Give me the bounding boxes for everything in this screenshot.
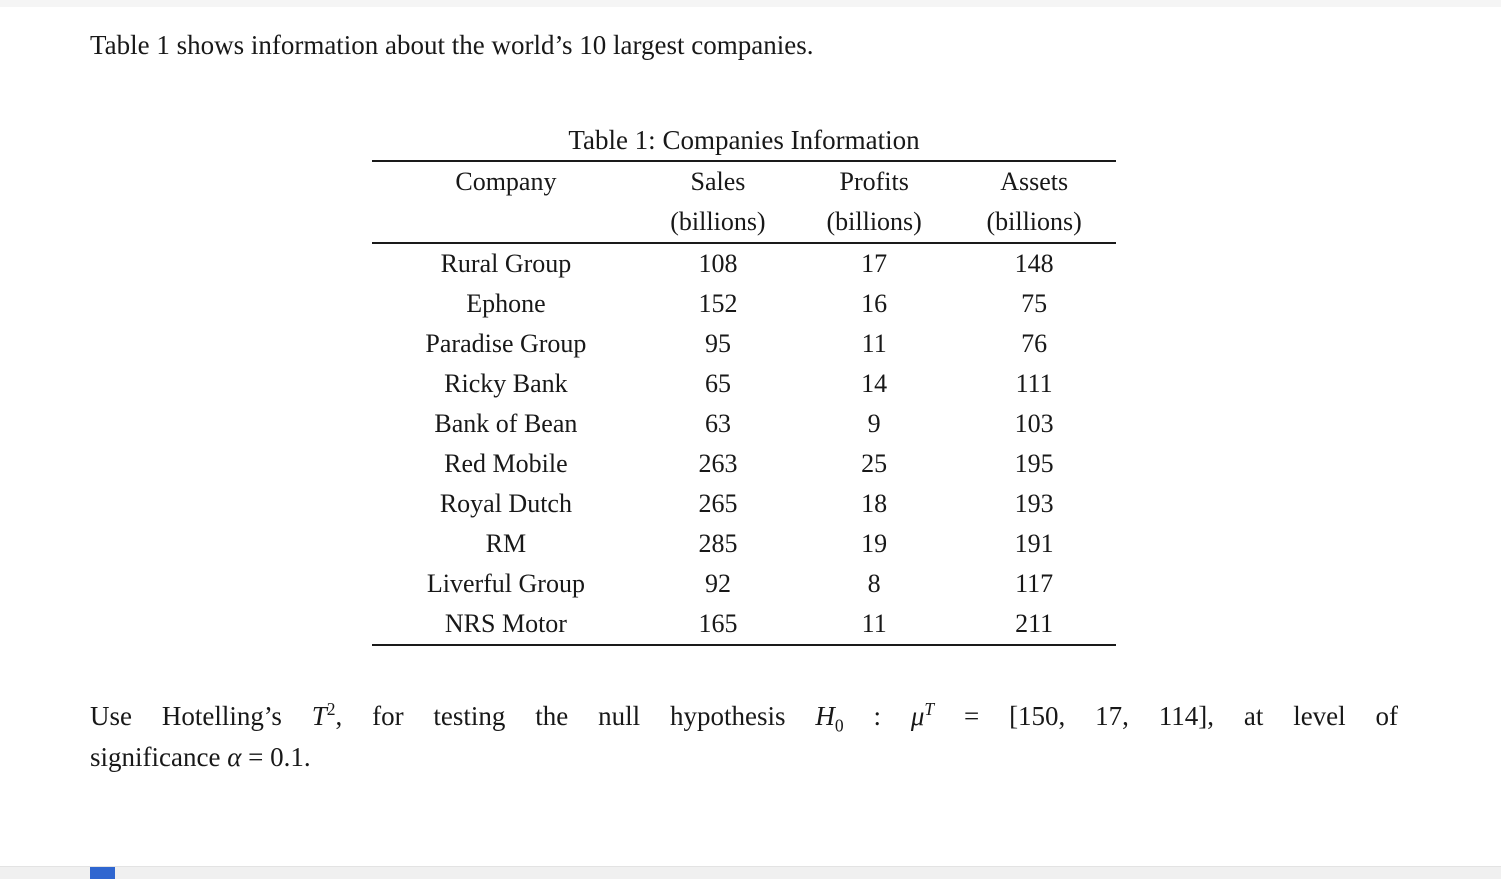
question-line-2: significance α = 0.1. (90, 737, 1398, 778)
cell-company: NRS Motor (444, 609, 567, 638)
cell-company: Royal Dutch (439, 489, 572, 518)
cell-sales: 92 (704, 569, 731, 598)
table-row: Royal Dutch 265 18 193 (372, 484, 1116, 524)
cell-sales: 165 (698, 609, 738, 638)
top-edge (0, 0, 1501, 7)
table-row: Ephone 152 16 75 (372, 284, 1116, 324)
companies-table: Company Sales Profits Assets (billions) … (372, 160, 1116, 646)
blue-marker (90, 867, 115, 879)
cell-company: Ephone (466, 289, 546, 318)
cell-profits: 8 (867, 569, 881, 598)
cell-profits: 11 (861, 609, 887, 638)
table-row: NRS Motor 165 11 211 (372, 604, 1116, 645)
column-header-company: Company (455, 167, 557, 196)
cell-sales: 263 (698, 449, 738, 478)
cell-sales: 285 (698, 529, 738, 558)
cell-assets: 195 (1014, 449, 1054, 478)
table-caption: Table 1: Companies Information (568, 125, 920, 155)
table-row: Bank of Bean 63 9 103 (372, 404, 1116, 444)
cell-assets: 193 (1014, 489, 1054, 518)
cell-profits: 11 (861, 329, 887, 358)
question-fragment: = 0.1. (241, 742, 311, 772)
math-H-subscript: 0 (834, 715, 844, 736)
column-unit-profits: (billions) (826, 207, 922, 236)
math-T-exponent: 2 (326, 699, 336, 719)
math-alpha: α (227, 742, 242, 772)
cell-assets: 191 (1014, 529, 1054, 558)
math-H: H (815, 701, 835, 731)
question-fragment: significance (90, 742, 228, 772)
table-row: Rural Group 108 17 148 (372, 243, 1116, 284)
cell-profits: 16 (861, 289, 888, 318)
table-row: Liverful Group 92 8 117 (372, 564, 1116, 604)
table-row: Paradise Group 95 11 76 (372, 324, 1116, 364)
cell-company: Paradise Group (425, 329, 587, 358)
math-mu: μ (910, 701, 925, 731)
companies-table-block: Table 1: Companies Information Company S… (372, 120, 1116, 646)
cell-sales: 265 (698, 489, 738, 518)
cell-assets: 117 (1015, 569, 1054, 598)
cell-company: Red Mobile (444, 449, 568, 478)
table-row: RM 285 19 191 (372, 524, 1116, 564)
cell-profits: 9 (867, 409, 881, 438)
cell-profits: 19 (861, 529, 888, 558)
bottom-edge (0, 866, 1501, 879)
cell-assets: 148 (1014, 249, 1054, 278)
table-body: Rural Group 108 17 148 Ephone 152 16 75 … (372, 243, 1116, 645)
question-line-1: Use Hotelling’s T2, for testing the null… (90, 696, 1398, 737)
table-row: Ricky Bank 65 14 111 (372, 364, 1116, 404)
column-unit-sales: (billions) (670, 207, 766, 236)
column-header-sales: Sales (690, 167, 746, 196)
table-header: Company Sales Profits Assets (billions) … (372, 161, 1116, 243)
cell-profits: 14 (861, 369, 888, 398)
cell-assets: 103 (1014, 409, 1054, 438)
cell-assets: 75 (1021, 289, 1048, 318)
cell-sales: 152 (698, 289, 738, 318)
header-row-labels: Company Sales Profits Assets (372, 161, 1116, 202)
cell-assets: 111 (1015, 369, 1053, 398)
column-unit-assets: (billions) (986, 207, 1082, 236)
cell-sales: 65 (704, 369, 731, 398)
math-T: T (311, 701, 327, 731)
cell-profits: 25 (861, 449, 888, 478)
cell-company: Rural Group (440, 249, 572, 278)
question-fragment: : (843, 701, 911, 731)
cell-company: Liverful Group (426, 569, 585, 598)
column-header-profits: Profits (839, 167, 909, 196)
cell-assets: 211 (1015, 609, 1054, 638)
question-fragment: = [150, 17, 114], at level of (934, 701, 1399, 731)
cell-assets: 76 (1021, 329, 1048, 358)
question-text: Use Hotelling’s T2, for testing the null… (90, 696, 1398, 778)
math-mu-superscript: T (924, 699, 935, 719)
cell-company: RM (485, 529, 527, 558)
table-row: Red Mobile 263 25 195 (372, 444, 1116, 484)
question-fragment: Use Hotelling’s (90, 701, 312, 731)
cell-profits: 18 (861, 489, 888, 518)
header-row-units: (billions) (billions) (billions) (372, 202, 1116, 243)
cell-profits: 17 (861, 249, 888, 278)
question-fragment: , for testing the null hypothesis (335, 701, 816, 731)
column-unit-company (372, 202, 640, 243)
cell-company: Ricky Bank (444, 369, 568, 398)
column-header-assets: Assets (1000, 167, 1069, 196)
cell-company: Bank of Bean (434, 409, 578, 438)
cell-sales: 63 (704, 409, 731, 438)
intro-text: Table 1 shows information about the worl… (90, 30, 814, 60)
cell-sales: 95 (704, 329, 731, 358)
cell-sales: 108 (698, 249, 738, 278)
